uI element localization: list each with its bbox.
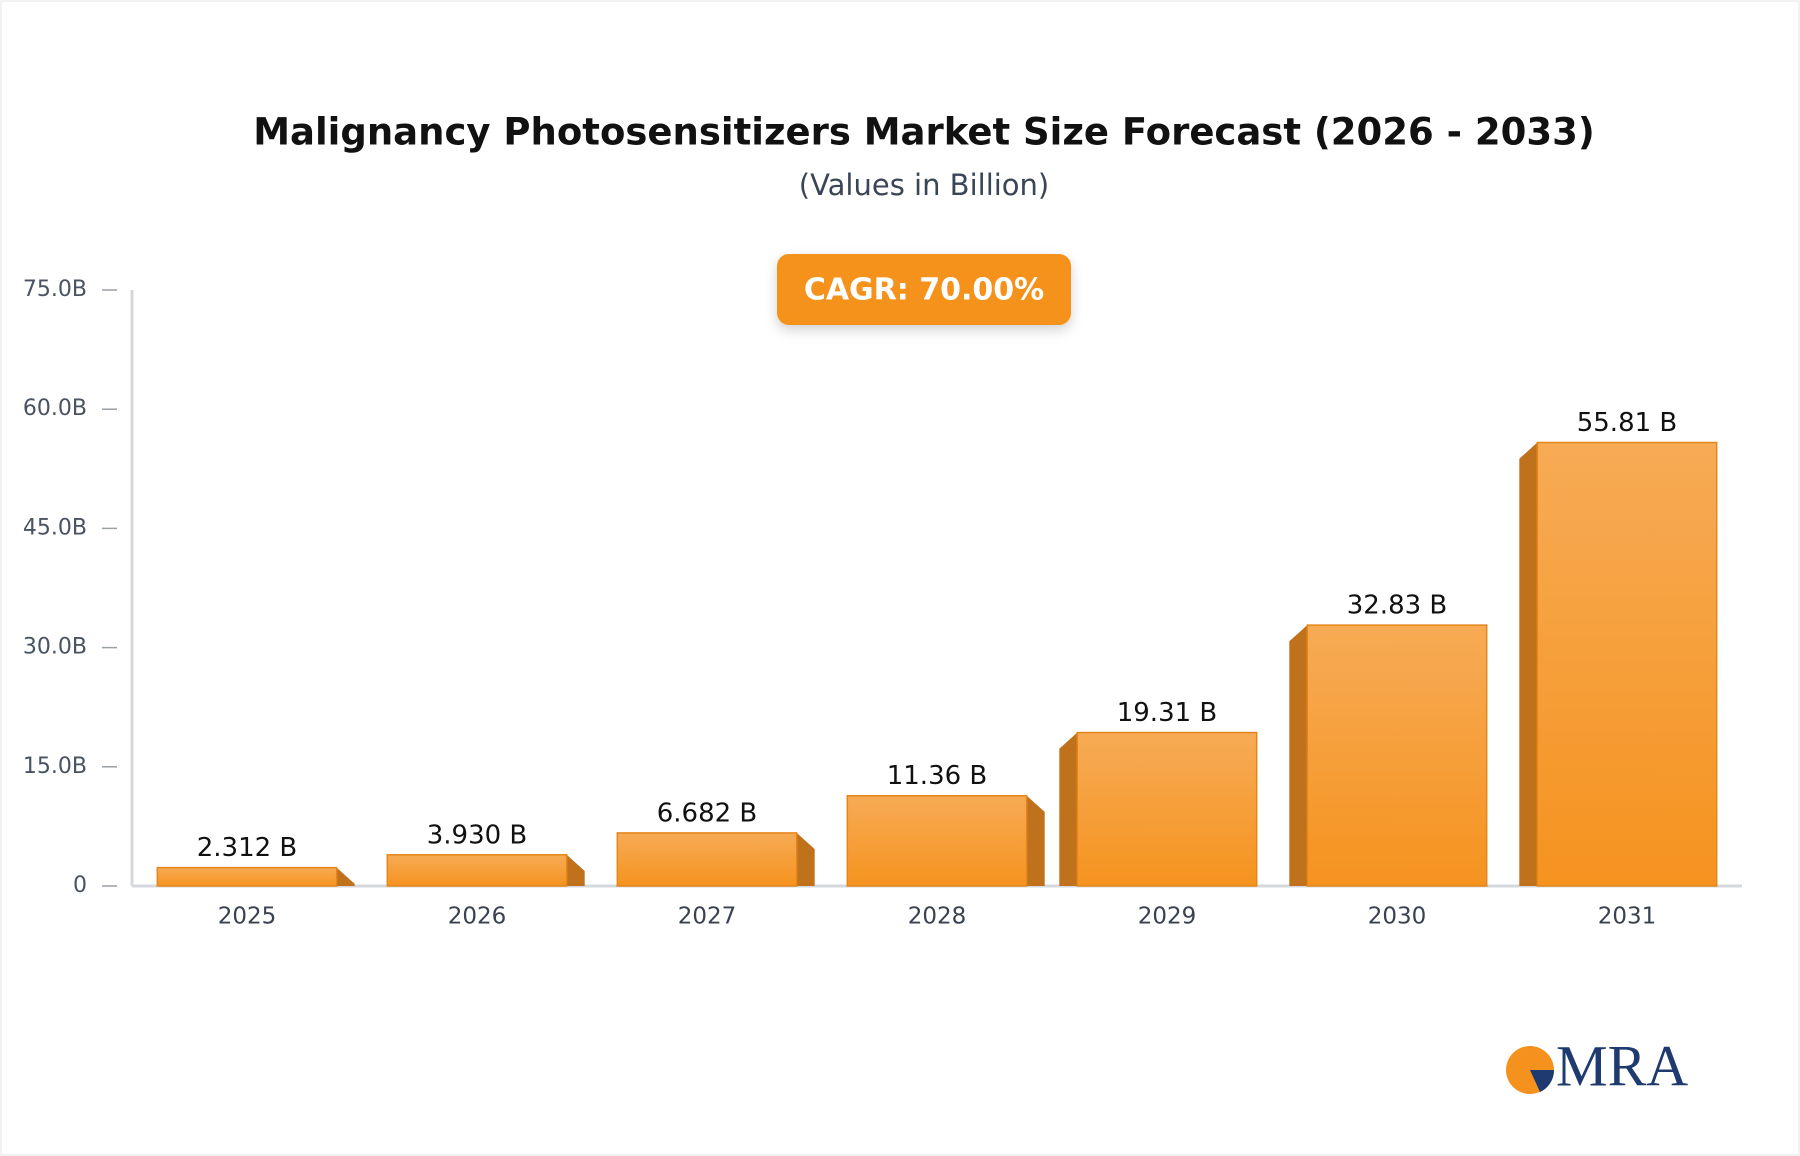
logo-icon-slice: [1530, 1070, 1555, 1092]
x-tick-label: 2025: [218, 904, 277, 930]
bar: [1306, 624, 1488, 887]
bar: [1536, 441, 1718, 887]
value-label: 6.682 B: [657, 798, 758, 828]
cagr-label: CAGR: 70.00%: [804, 273, 1044, 308]
chart-subtitle: (Values in Billion): [799, 168, 1050, 202]
x-tick-label: 2030: [1368, 904, 1427, 930]
y-tick-label: 45.0B: [23, 515, 87, 540]
y-tick-label: 30.0B: [23, 635, 87, 660]
bar: [846, 794, 1028, 887]
value-label: 19.31 B: [1117, 698, 1218, 728]
bar-side: [796, 832, 815, 886]
bar-side: [1519, 442, 1538, 886]
x-tick-label: 2029: [1138, 904, 1197, 930]
y-tick-label: 0: [73, 873, 87, 898]
value-label: 3.930 B: [427, 820, 528, 850]
bar-side: [1059, 732, 1078, 886]
logo-text: MRA: [1556, 1033, 1688, 1098]
bar: [616, 832, 798, 887]
x-tick-label: 2026: [448, 904, 507, 930]
bar: [1076, 731, 1258, 887]
value-label: 2.312 B: [197, 833, 298, 863]
x-tick-label: 2028: [908, 904, 967, 930]
bar-side: [1026, 795, 1045, 886]
x-tick-label: 2031: [1598, 904, 1657, 930]
value-label: 55.81 B: [1577, 408, 1678, 438]
y-tick-label: 15.0B: [23, 754, 87, 779]
bar: [386, 854, 568, 887]
bar-side: [1289, 625, 1308, 886]
bar: [156, 866, 338, 887]
y-tick-label: 60.0B: [23, 396, 87, 421]
chart-title: Malignancy Photosensitizers Market Size …: [253, 111, 1595, 154]
bar-side: [566, 854, 585, 886]
y-tick-label: 75.0B: [23, 277, 87, 302]
x-tick-label: 2027: [678, 904, 737, 930]
bar-side: [336, 867, 355, 886]
value-label: 32.83 B: [1347, 591, 1448, 621]
plot: 0 15.0B 30.0B 45.0B 60.0B 75.0B 2025 2.312 B 202…: [23, 277, 1742, 930]
cagr-badge: [777, 254, 1071, 325]
logo: MRA: [1506, 1033, 1688, 1098]
value-label: 11.36 B: [887, 761, 988, 791]
